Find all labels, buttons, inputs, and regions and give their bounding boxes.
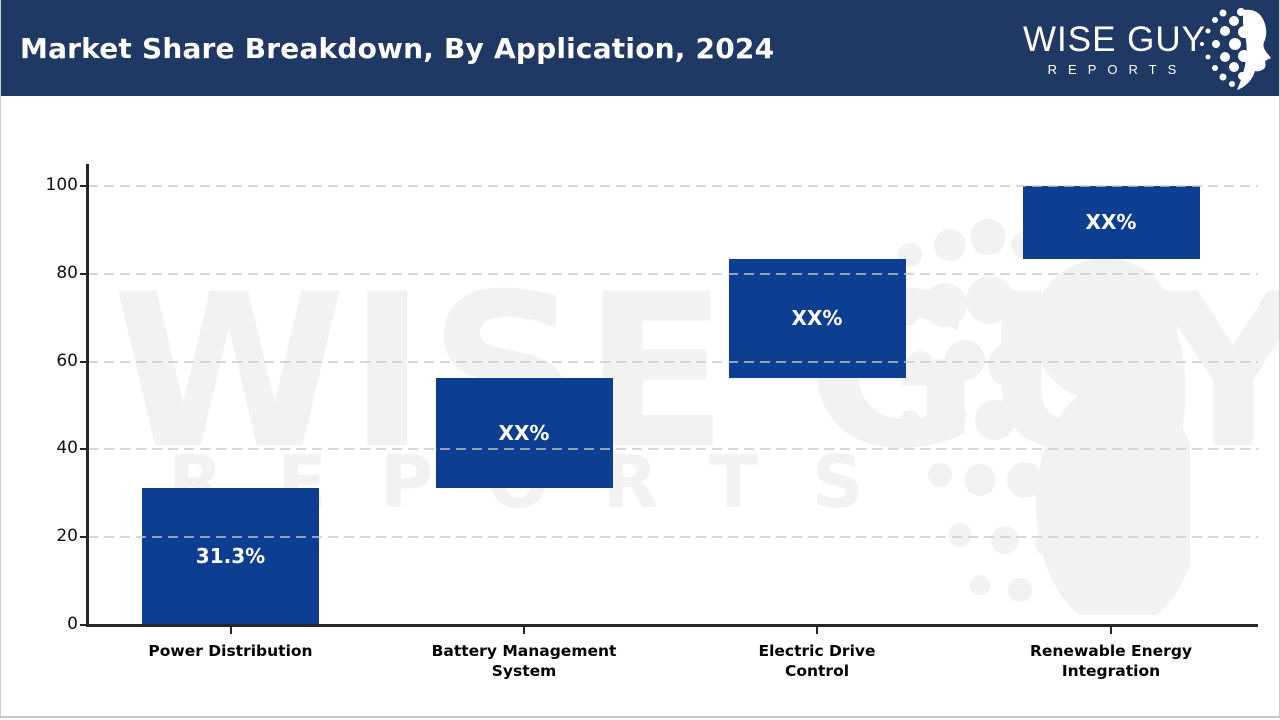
bar-segment: XX% — [435, 377, 613, 488]
logo-subtitle: REPORTS — [1047, 62, 1188, 77]
bar-value-label: XX% — [1085, 210, 1137, 235]
category-label-line: Power Distribution — [148, 642, 313, 660]
logo-face-dots-icon — [1200, 8, 1271, 90]
x-axis-tick-mark — [229, 626, 232, 634]
y-axis-line — [86, 164, 89, 627]
category-label-line: Battery Management — [431, 642, 617, 660]
category-label: Power Distribution — [81, 641, 381, 661]
y-axis-tick-label: 100 — [45, 175, 78, 195]
y-axis-tick-label: 60 — [56, 350, 78, 371]
x-axis-line — [86, 624, 1258, 627]
wise-guy-reports-logo: WISE GUY REPORTS — [1018, 0, 1271, 96]
x-axis-tick-mark — [1110, 626, 1112, 634]
y-axis-tick-label: 40 — [56, 438, 78, 459]
logo-text: WISE GUY REPORTS — [1023, 20, 1206, 77]
waterfall-chart: 31.3% XX% XX% XX% 0 20 40 60 80 100 Power Distribu… — [0, 96, 1280, 720]
y-axis-tick-label: 80 — [56, 262, 78, 283]
category-label-line: Renewable Energy — [1029, 642, 1193, 660]
category-label: Electric Drive Control — [667, 641, 967, 681]
header-bar: Market Share Breakdown, By Application, … — [0, 0, 1280, 96]
gridline — [88, 360, 1258, 363]
category-label-line: Control — [784, 662, 850, 680]
bar-value-label: 31.3% — [195, 544, 266, 569]
x-axis-tick-mark — [816, 626, 818, 634]
y-axis-tick-mark — [80, 624, 87, 626]
bar-segment: XX% — [1022, 186, 1200, 259]
logo-wordmark: WISE GUY — [1022, 20, 1206, 59]
category-label: Renewable Energy Integration — [961, 641, 1261, 681]
bar-segment: 31.3% — [142, 487, 319, 625]
y-axis-tick-mark — [80, 185, 87, 187]
y-axis-tick-label: 20 — [56, 526, 78, 547]
y-axis-tick-mark — [80, 448, 87, 451]
bar-value-label: XX% — [498, 420, 550, 445]
gridline — [88, 448, 1258, 451]
y-axis-tick-mark — [80, 360, 87, 363]
page-title: Market Share Breakdown, By Application, … — [20, 31, 775, 65]
watermark-head-dots — [889, 219, 1190, 615]
gridline — [88, 272, 1258, 275]
y-axis-tick-mark — [80, 272, 87, 275]
y-axis-tick-label: 0 — [67, 614, 78, 634]
category-label-line: Integration — [1061, 662, 1161, 680]
bar-segment: XX% — [728, 258, 906, 378]
category-label-line: Electric Drive — [758, 642, 876, 660]
y-axis-tick-mark — [80, 536, 87, 539]
bottom-border-strip — [0, 716, 1280, 718]
gridline — [88, 536, 1258, 539]
category-label: Battery Management System — [374, 641, 674, 681]
category-label-line: System — [491, 662, 557, 680]
bar-value-label: XX% — [791, 306, 843, 331]
x-axis-tick-mark — [523, 626, 525, 634]
gridline — [88, 185, 1258, 187]
